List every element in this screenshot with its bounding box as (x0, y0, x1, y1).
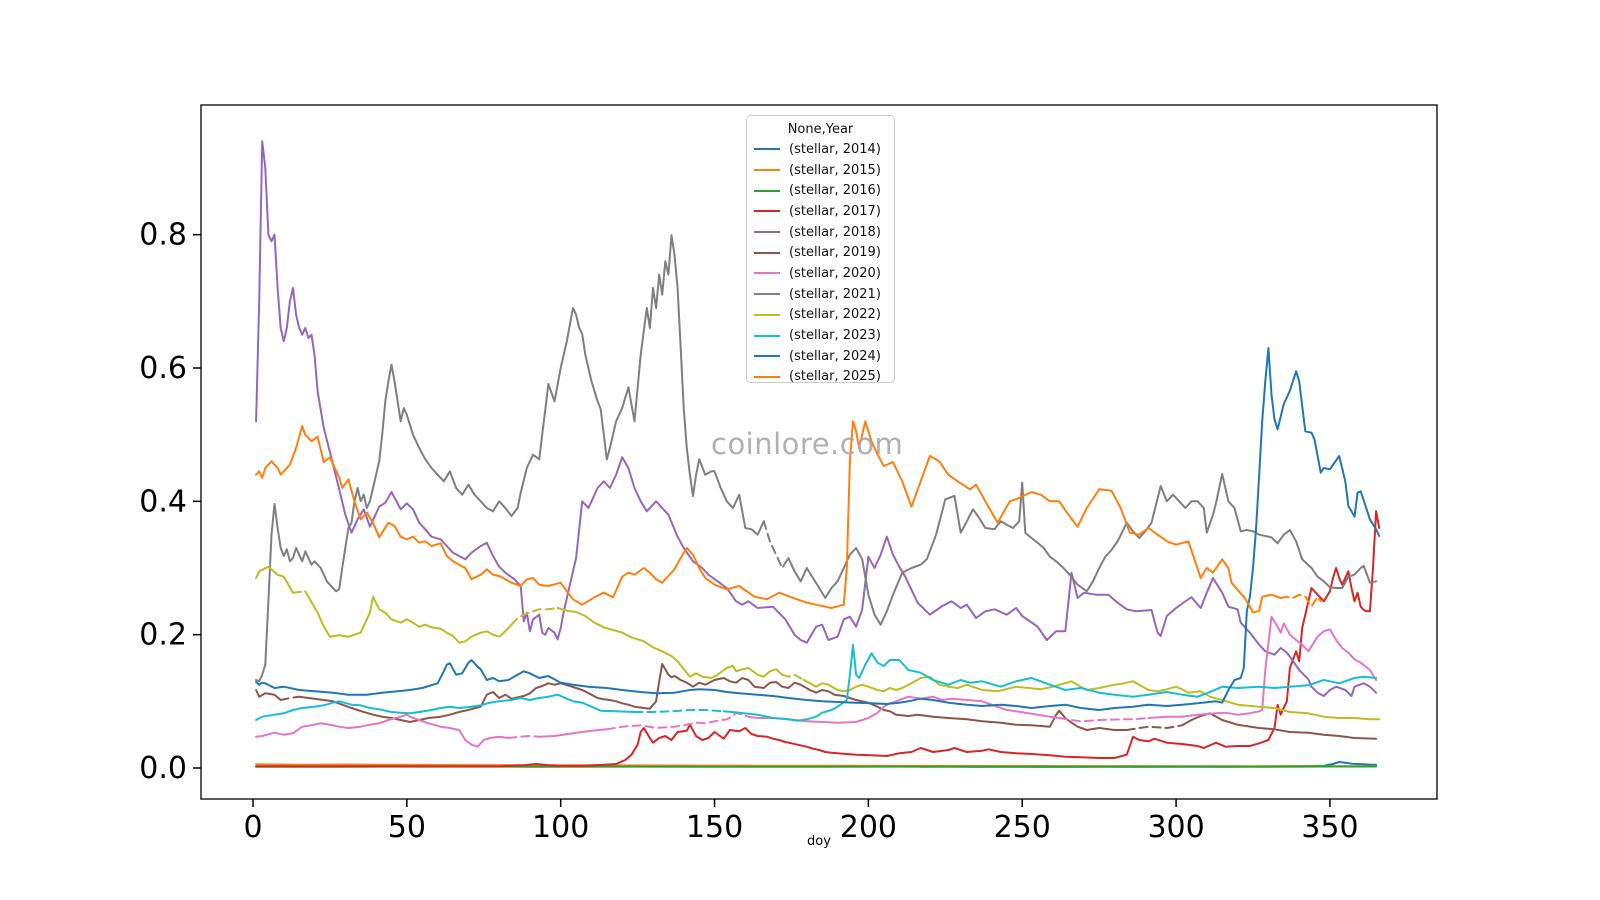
legend-item-label: (stellar, 2022) (789, 307, 881, 323)
x-tick-label: 350 (1301, 810, 1358, 845)
series-line-2019 (1181, 712, 1378, 740)
y-tick-label: 0.0 (139, 751, 187, 786)
series-line-2019 (298, 663, 1128, 731)
series-line-2025 (255, 420, 1282, 614)
series-line-2020 (255, 713, 510, 748)
legend-item-label: (stellar, 2019) (789, 245, 881, 261)
legend-title: None,Year (787, 122, 854, 137)
x-tick-label: 100 (532, 810, 589, 845)
legend-item-label: (stellar, 2023) (789, 328, 881, 344)
x-tick-label: 150 (686, 810, 743, 845)
series-line-2020 (747, 695, 1061, 724)
legend-item-stellar-2017: (stellar, 2017) (747, 201, 894, 222)
legend-line-sample (754, 210, 780, 213)
legend-item-label: (stellar, 2014) (789, 141, 881, 157)
legend-item-label: (stellar, 2016) (789, 183, 881, 199)
legend: None,Year (stellar, 2014) (stellar, 2015)… (746, 115, 895, 384)
legend-item-stellar-2016: (stellar, 2016) (747, 180, 894, 201)
legend-line-sample (754, 313, 780, 316)
series-line-2019 (255, 689, 282, 701)
y-tick-label: 0.4 (139, 484, 187, 519)
legend-item-stellar-2021: (stellar, 2021) (747, 284, 894, 305)
legend-item-stellar-2025: (stellar, 2025) (747, 367, 894, 388)
series-line-2020 (1058, 717, 1150, 723)
legend-item-label: (stellar, 2017) (789, 203, 881, 219)
legend-line-sample (754, 375, 780, 378)
x-tick-label: 200 (840, 810, 897, 845)
legend-line-sample (754, 293, 780, 296)
legend-item-stellar-2023: (stellar, 2023) (747, 325, 894, 346)
x-tick-label: 50 (388, 810, 426, 845)
legend-item-label: (stellar, 2020) (789, 265, 881, 281)
series-line-2021 (255, 234, 765, 683)
legend-item-label: (stellar, 2025) (789, 369, 881, 385)
series-line-2023 (633, 709, 725, 713)
series-line-2021 (762, 520, 790, 569)
series-line-2025 (1279, 593, 1322, 608)
series-line-2019 (1125, 724, 1184, 731)
legend-item-stellar-2015: (stellar, 2015) (747, 160, 894, 181)
series-line-2020 (538, 728, 608, 738)
legend-item-label: (stellar, 2015) (789, 162, 881, 178)
series-line-2020 (605, 711, 750, 731)
legend-line-sample (754, 231, 780, 234)
legend-item-stellar-2018: (stellar, 2018) (747, 222, 894, 243)
plot-border (200, 104, 1438, 800)
watermark-text: coinlore.com (711, 427, 904, 461)
y-tick-label: 0.2 (139, 618, 187, 653)
series-line-2020 (507, 735, 541, 739)
series-line-2022 (292, 590, 307, 594)
legend-line-sample (754, 251, 780, 254)
legend-line-sample (754, 355, 780, 358)
legend-line-sample (754, 169, 780, 172)
y-tick-label: 0.6 (139, 351, 187, 386)
series-line-2022 (781, 673, 805, 681)
legend-item-stellar-2014: (stellar, 2014) (747, 139, 894, 160)
series-line-2024 (255, 347, 1381, 711)
series-line-2022 (556, 607, 784, 679)
series-line-2020 (1147, 615, 1378, 719)
series-line-2022 (802, 675, 1381, 721)
series-line-2018 (255, 140, 1378, 697)
legend-item-label: (stellar, 2024) (789, 348, 881, 364)
legend-line-sample (754, 148, 780, 151)
legend-item-stellar-2019: (stellar, 2019) (747, 242, 894, 263)
legend-item-stellar-2024: (stellar, 2024) (747, 346, 894, 367)
series-line-2023 (722, 643, 1378, 722)
legend-item-label: (stellar, 2021) (789, 286, 881, 302)
legend-item-stellar-2020: (stellar, 2020) (747, 263, 894, 284)
series-line-2022 (255, 565, 294, 594)
x-tick-label: 250 (994, 810, 1051, 845)
legend-item-label: (stellar, 2018) (789, 224, 881, 240)
series-line-2022 (304, 590, 513, 644)
series-line-2019 (279, 695, 301, 701)
x-axis-label: doy (807, 834, 831, 849)
series-line-2021 (787, 473, 1378, 626)
legend-line-sample (754, 189, 780, 192)
legend-line-sample (754, 334, 780, 337)
series-line-2022 (510, 607, 559, 626)
legend-line-sample (754, 272, 780, 275)
legend-rows: (stellar, 2014) (stellar, 2015) (stellar, … (747, 139, 894, 387)
series-line-2023 (255, 693, 636, 721)
legend-item-stellar-2022: (stellar, 2022) (747, 305, 894, 326)
x-tick-label: 300 (1147, 810, 1204, 845)
series-line-2017 (255, 510, 1381, 768)
x-tick-label: 0 (243, 810, 262, 845)
y-tick-label: 0.8 (139, 218, 187, 253)
